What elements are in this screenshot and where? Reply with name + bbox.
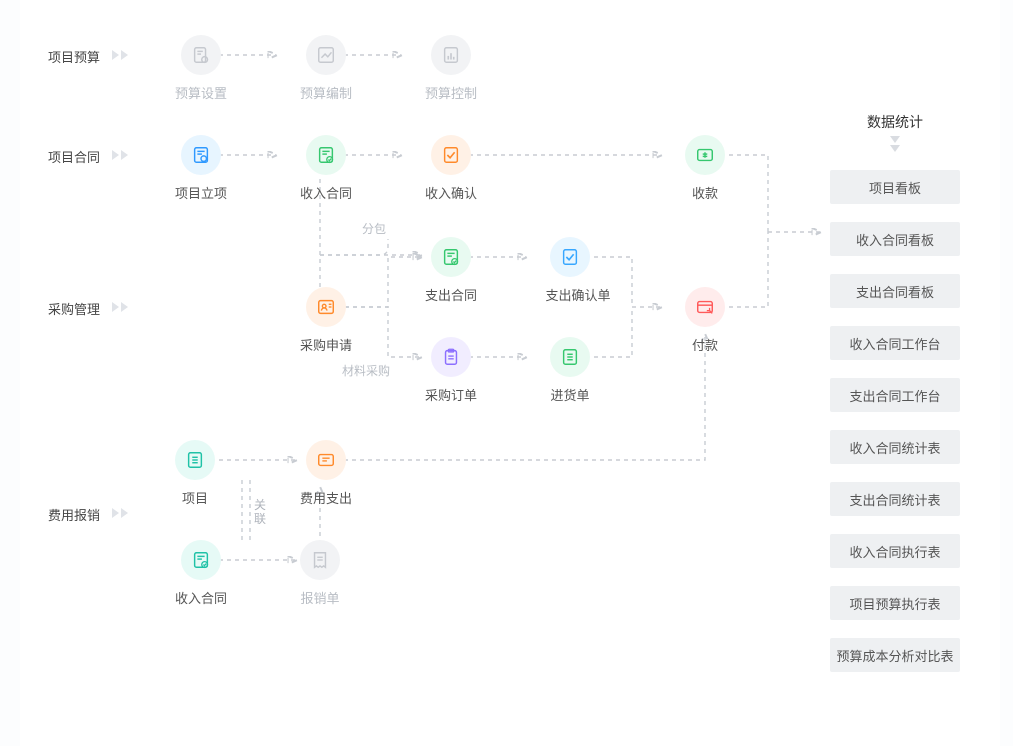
node-project[interactable]: 项目 xyxy=(175,440,215,507)
node-project-init-label: 项目立项 xyxy=(175,183,227,202)
node-income-confirm[interactable]: 收入确认 xyxy=(425,135,477,202)
node-budget-compile-label: 预算编制 xyxy=(300,83,352,102)
stat-btn-5[interactable]: 收入合同统计表 xyxy=(830,430,960,464)
stat-btn-4[interactable]: 支出合同工作台 xyxy=(830,378,960,412)
doc-check-icon xyxy=(306,135,346,175)
chart-icon xyxy=(306,35,346,75)
node-payment[interactable]: 付款 xyxy=(685,287,725,354)
diagram-stage: 项目预算 项目合同 采购管理 费用报销 预算设置 预算编制 xyxy=(20,0,1000,746)
stat-btn-5-label: 收入合同统计表 xyxy=(849,438,940,457)
node-purchase-order-label: 采购订单 xyxy=(425,385,477,404)
stat-btn-1-label: 收入合同看板 xyxy=(856,230,934,249)
node-project-init[interactable]: 项目立项 xyxy=(175,135,227,202)
connector-overlay xyxy=(20,0,1000,746)
node-project-label: 项目 xyxy=(175,488,215,507)
edge-label-relate: 关联 xyxy=(254,498,268,526)
node-income-confirm-label: 收入确认 xyxy=(425,183,477,202)
money-icon xyxy=(685,135,725,175)
stat-btn-8-label: 项目预算执行表 xyxy=(849,594,940,613)
stat-btn-4-label: 支出合同工作台 xyxy=(849,386,940,405)
node-budget-control-label: 预算控制 xyxy=(425,83,477,102)
node-income-contract[interactable]: 收入合同 xyxy=(300,135,352,202)
node-reimburse[interactable]: 报销单 xyxy=(300,540,340,607)
stats-title: 数据统计 xyxy=(865,112,925,132)
node-expend-confirm-label: 支出确认单 xyxy=(536,285,620,304)
stat-btn-3[interactable]: 收入合同工作台 xyxy=(830,326,960,360)
doc-check-icon xyxy=(181,540,221,580)
node-budget-setup-label: 预算设置 xyxy=(175,83,227,102)
edge-label-material: 材料采购 xyxy=(342,362,390,379)
doc-tick-icon xyxy=(550,237,590,277)
doc-stamp-icon xyxy=(181,135,221,175)
node-income-contract2-label: 收入合同 xyxy=(175,588,227,607)
stat-btn-3-label: 收入合同工作台 xyxy=(849,334,940,353)
ticket-icon xyxy=(306,440,346,480)
node-payment-label: 付款 xyxy=(685,335,725,354)
node-budget-control[interactable]: 预算控制 xyxy=(425,35,477,102)
person-card-icon xyxy=(306,287,346,327)
doc-gear-icon xyxy=(181,35,221,75)
stat-btn-6[interactable]: 支出合同统计表 xyxy=(830,482,960,516)
stat-btn-0[interactable]: 项目看板 xyxy=(830,170,960,204)
node-goods-in-label: 进货单 xyxy=(550,385,590,404)
stats-chevron-down-icon xyxy=(890,136,900,158)
clipboard-icon xyxy=(431,337,471,377)
node-expend-contract-label: 支出合同 xyxy=(425,285,477,304)
section-procure-label: 采购管理 xyxy=(48,299,100,318)
node-purchase-req[interactable]: 采购申请 xyxy=(300,287,352,354)
doc-check-icon xyxy=(431,237,471,277)
node-income-contract2[interactable]: 收入合同 xyxy=(175,540,227,607)
edge-label-subcontract: 分包 xyxy=(362,220,386,237)
receipt-icon xyxy=(300,540,340,580)
section-expense-chevron xyxy=(112,508,134,518)
list-icon xyxy=(550,337,590,377)
section-expense-label: 费用报销 xyxy=(48,505,100,524)
list-icon xyxy=(175,440,215,480)
node-expense-out[interactable]: 费用支出 xyxy=(300,440,352,507)
node-budget-compile[interactable]: 预算编制 xyxy=(300,35,352,102)
stat-btn-9-label: 预算成本分析对比表 xyxy=(836,646,953,665)
stat-btn-8[interactable]: 项目预算执行表 xyxy=(830,586,960,620)
stat-btn-6-label: 支出合同统计表 xyxy=(849,490,940,509)
node-goods-in[interactable]: 进货单 xyxy=(550,337,590,404)
pay-icon xyxy=(685,287,725,327)
section-contract-label: 项目合同 xyxy=(48,147,100,166)
stat-btn-0-label: 项目看板 xyxy=(869,178,921,197)
stat-btn-9[interactable]: 预算成本分析对比表 xyxy=(830,638,960,672)
section-contract-chevron xyxy=(112,150,134,160)
node-receipt[interactable]: 收款 xyxy=(685,135,725,202)
node-purchase-req-label: 采购申请 xyxy=(300,335,352,354)
node-expend-contract[interactable]: 支出合同 xyxy=(425,237,477,304)
node-purchase-order[interactable]: 采购订单 xyxy=(425,337,477,404)
section-budget-chevron xyxy=(112,50,134,60)
node-expend-confirm[interactable]: 支出确认单 xyxy=(550,237,620,304)
stat-btn-1[interactable]: 收入合同看板 xyxy=(830,222,960,256)
node-reimburse-label: 报销单 xyxy=(300,588,340,607)
node-budget-setup[interactable]: 预算设置 xyxy=(175,35,227,102)
stat-btn-7-label: 收入合同执行表 xyxy=(849,542,940,561)
stat-btn-2-label: 支出合同看板 xyxy=(856,282,934,301)
doc-tick-icon xyxy=(431,135,471,175)
stat-btn-2[interactable]: 支出合同看板 xyxy=(830,274,960,308)
doc-bars-icon xyxy=(431,35,471,75)
node-expense-out-label: 费用支出 xyxy=(300,488,352,507)
section-procure-chevron xyxy=(112,302,134,312)
stat-btn-7[interactable]: 收入合同执行表 xyxy=(830,534,960,568)
node-receipt-label: 收款 xyxy=(685,183,725,202)
node-income-contract-label: 收入合同 xyxy=(300,183,352,202)
section-budget-label: 项目预算 xyxy=(48,47,100,66)
